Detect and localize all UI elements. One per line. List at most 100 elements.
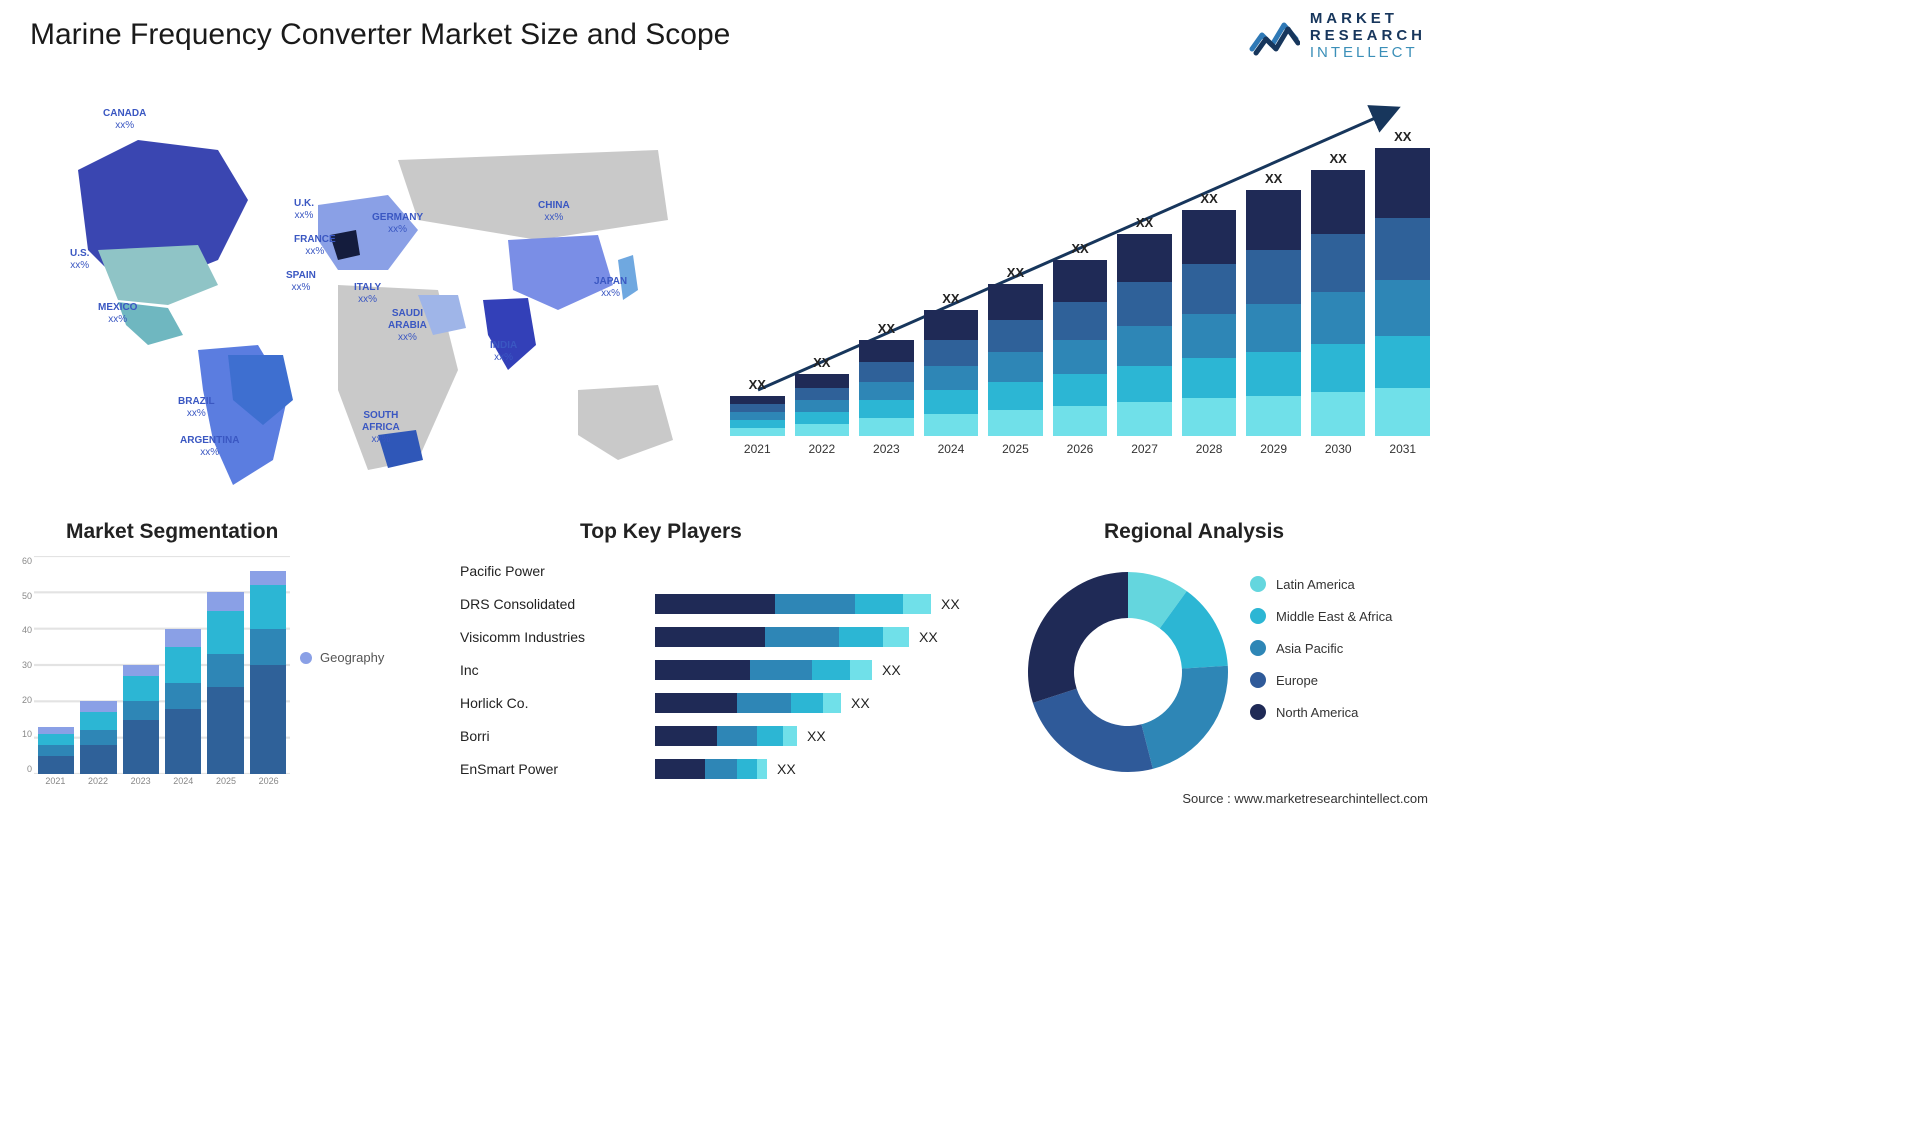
legend-swatch <box>1250 576 1266 592</box>
growth-bar-segment <box>1053 302 1108 340</box>
growth-bar-year: 2027 <box>1131 442 1158 456</box>
seg-bar-segment <box>165 629 201 647</box>
growth-bar-segment <box>1182 314 1237 358</box>
growth-bar-segment <box>859 382 914 400</box>
player-bar-segment <box>655 726 717 746</box>
segmentation-chart: 6050403020100 202120222023202420252026 <box>10 556 290 796</box>
growth-bar-year: 2023 <box>873 442 900 456</box>
seg-bar-segment <box>207 592 243 610</box>
seg-bar-segment <box>165 683 201 708</box>
growth-bar-segment <box>1117 366 1172 402</box>
growth-bar-segment <box>859 400 914 418</box>
growth-bar-segment <box>1311 292 1366 344</box>
map-label: ARGENTINAxx% <box>180 435 239 459</box>
growth-bar-segment <box>795 388 850 400</box>
growth-bar-segment <box>988 320 1043 352</box>
brand-logo: MARKET RESEARCH INTELLECT <box>1248 10 1426 61</box>
growth-bar-segment <box>924 340 979 366</box>
legend-label: Middle East & Africa <box>1276 609 1392 624</box>
growth-bar: XX2024 <box>924 291 979 456</box>
growth-bar-segment <box>795 424 850 436</box>
seg-ytick: 40 <box>22 625 32 635</box>
player-row: Horlick Co.XX <box>460 688 1000 718</box>
player-name: Inc <box>460 662 655 678</box>
legend-label: Europe <box>1276 673 1318 688</box>
player-bar-segment <box>775 594 855 614</box>
legend-swatch <box>1250 704 1266 720</box>
growth-bar-segment <box>730 428 785 436</box>
player-bar-segment <box>757 726 783 746</box>
growth-bar-year: 2029 <box>1260 442 1287 456</box>
donut-legend-item: Latin America <box>1250 576 1392 592</box>
seg-xtick: 2022 <box>88 776 108 796</box>
donut-legend-item: Europe <box>1250 672 1392 688</box>
seg-bar-segment <box>123 701 159 719</box>
growth-bar-segment <box>1311 344 1366 392</box>
growth-bar-year: 2030 <box>1325 442 1352 456</box>
growth-bar-segment <box>730 412 785 420</box>
map-label: SOUTHAFRICAxx% <box>362 410 400 446</box>
seg-bar-segment <box>80 730 116 745</box>
player-row: DRS ConsolidatedXX <box>460 589 1000 619</box>
section-title-segmentation: Market Segmentation <box>66 520 278 544</box>
legend-swatch <box>1250 608 1266 624</box>
player-bar-segment <box>823 693 841 713</box>
growth-bar-segment <box>1375 218 1430 280</box>
player-row: Visicomm IndustriesXX <box>460 622 1000 652</box>
growth-bar-segment <box>1053 340 1108 374</box>
growth-bar-segment <box>1053 374 1108 406</box>
growth-bar: XX2026 <box>1053 241 1108 456</box>
player-value: XX <box>919 629 938 645</box>
map-label: FRANCExx% <box>294 234 336 258</box>
player-bar-segment <box>903 594 931 614</box>
seg-bar <box>123 665 159 774</box>
growth-bar-segment <box>988 410 1043 436</box>
player-bar-segment <box>791 693 823 713</box>
growth-bar-value: XX <box>1007 265 1024 280</box>
player-bar-segment <box>765 627 839 647</box>
growth-bar-segment <box>1375 388 1430 436</box>
player-bar-segment <box>855 594 903 614</box>
seg-bar <box>165 629 201 774</box>
growth-bar-segment <box>859 418 914 436</box>
map-label: U.S.xx% <box>70 248 89 272</box>
player-bar-segment <box>737 693 791 713</box>
map-region-aus <box>578 385 673 460</box>
growth-bar: XX 2023 <box>859 321 914 456</box>
growth-bar-segment <box>988 352 1043 382</box>
growth-bar: XX 2030 <box>1311 151 1366 456</box>
growth-bar-segment <box>1375 148 1430 218</box>
growth-bar-value: XX <box>878 321 895 336</box>
player-bar-segment <box>883 627 909 647</box>
growth-bar-segment <box>730 420 785 428</box>
seg-bar-segment <box>123 720 159 775</box>
growth-bar-value: XX <box>942 291 959 306</box>
growth-bar-value: XX <box>1200 191 1217 206</box>
growth-bar-year: 2022 <box>808 442 835 456</box>
player-name: DRS Consolidated <box>460 596 655 612</box>
growth-bar-segment <box>1375 280 1430 336</box>
growth-bar-value: XX <box>1136 215 1153 230</box>
seg-bar-segment <box>38 727 74 734</box>
seg-bar-segment <box>207 687 243 774</box>
player-bar-segment <box>812 660 850 680</box>
growth-bar-segment <box>1246 304 1301 352</box>
player-bar <box>655 726 797 746</box>
page-title: Marine Frequency Converter Market Size a… <box>30 18 730 52</box>
growth-bar: XX2025 <box>988 265 1043 456</box>
growth-bar-segment <box>859 362 914 382</box>
growth-bar-segment <box>1117 234 1172 282</box>
growth-bar-value: XX <box>1071 241 1088 256</box>
growth-bar-segment <box>1053 406 1108 436</box>
seg-bar-segment <box>38 734 74 745</box>
legend-label: Latin America <box>1276 577 1355 592</box>
growth-bar-segment <box>859 340 914 362</box>
player-bar-segment <box>705 759 737 779</box>
seg-bar-segment <box>207 654 243 687</box>
growth-bar-value: XX <box>1330 151 1347 166</box>
growth-bar: XX2028 <box>1182 191 1237 456</box>
player-bar-segment <box>757 759 767 779</box>
source-text: Source : www.marketresearchintellect.com <box>1182 791 1428 806</box>
growth-bar-segment <box>1311 234 1366 292</box>
growth-bar: XX2022 <box>795 355 850 456</box>
